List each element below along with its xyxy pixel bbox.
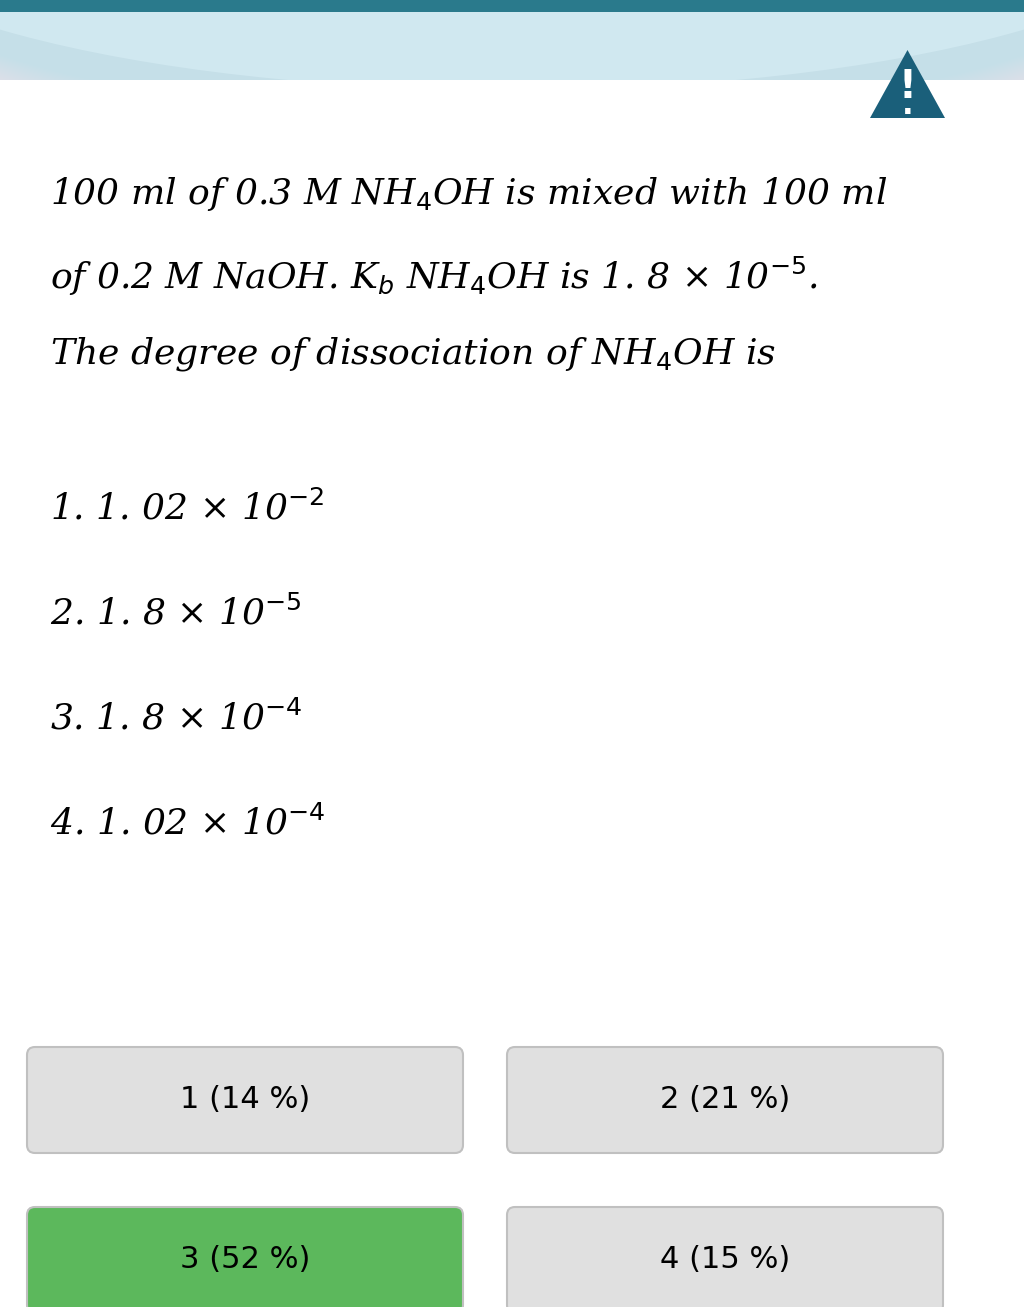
Text: .: .: [902, 91, 913, 120]
Ellipse shape: [0, 0, 1024, 119]
Ellipse shape: [0, 0, 1024, 90]
Ellipse shape: [0, 0, 1024, 91]
Text: 2 (21 %): 2 (21 %): [659, 1086, 791, 1115]
FancyBboxPatch shape: [507, 1047, 943, 1153]
Text: 1. 1. 02 × 10$^{-2}$: 1. 1. 02 × 10$^{-2}$: [50, 490, 325, 527]
Text: !: !: [899, 68, 916, 106]
Ellipse shape: [0, 0, 1024, 101]
FancyBboxPatch shape: [507, 1206, 943, 1307]
Ellipse shape: [0, 0, 1024, 93]
Ellipse shape: [0, 0, 1024, 108]
Text: The degree of dissociation of NH$_4$OH is: The degree of dissociation of NH$_4$OH i…: [50, 335, 776, 372]
Ellipse shape: [0, 0, 1024, 95]
Text: 4 (15 %): 4 (15 %): [659, 1246, 791, 1274]
Polygon shape: [870, 50, 945, 118]
Ellipse shape: [0, 0, 1024, 98]
Ellipse shape: [0, 0, 1024, 129]
Ellipse shape: [0, 0, 1024, 118]
FancyBboxPatch shape: [27, 1206, 463, 1307]
FancyBboxPatch shape: [27, 1047, 463, 1153]
Ellipse shape: [0, 0, 1024, 94]
Ellipse shape: [0, 0, 1024, 114]
Text: 3 (52 %): 3 (52 %): [180, 1246, 310, 1274]
Ellipse shape: [0, 0, 1024, 128]
Text: 1 (14 %): 1 (14 %): [180, 1086, 310, 1115]
Ellipse shape: [0, 0, 1024, 124]
Ellipse shape: [0, 0, 1024, 110]
Ellipse shape: [0, 0, 1024, 122]
Text: 3. 1. 8 × 10$^{-4}$: 3. 1. 8 × 10$^{-4}$: [50, 701, 302, 736]
Ellipse shape: [0, 0, 1024, 112]
Ellipse shape: [0, 0, 1024, 102]
Bar: [0, 0, 1024, 12]
Ellipse shape: [0, 0, 1024, 106]
Text: of 0.2 M NaOH. K$_b$ NH$_4$OH is 1. 8 × 10$^{-5}$.: of 0.2 M NaOH. K$_b$ NH$_4$OH is 1. 8 × …: [50, 255, 818, 298]
Bar: [0, 0, 1024, 8]
Ellipse shape: [0, 0, 1024, 125]
Ellipse shape: [0, 0, 1024, 105]
Ellipse shape: [0, 0, 1024, 123]
Ellipse shape: [0, 0, 1024, 115]
Ellipse shape: [0, 0, 1024, 99]
Bar: [0, 0, 1024, 8]
Ellipse shape: [0, 0, 1024, 120]
Text: 2. 1. 8 × 10$^{-5}$: 2. 1. 8 × 10$^{-5}$: [50, 595, 302, 631]
Text: 100 ml of 0.3 M NH$_4$OH is mixed with 100 ml: 100 ml of 0.3 M NH$_4$OH is mixed with 1…: [50, 175, 887, 213]
Text: 4. 1. 02 × 10$^{-4}$: 4. 1. 02 × 10$^{-4}$: [50, 805, 326, 842]
Ellipse shape: [0, 0, 1024, 103]
Ellipse shape: [0, 0, 1024, 111]
Ellipse shape: [0, 0, 1024, 120]
